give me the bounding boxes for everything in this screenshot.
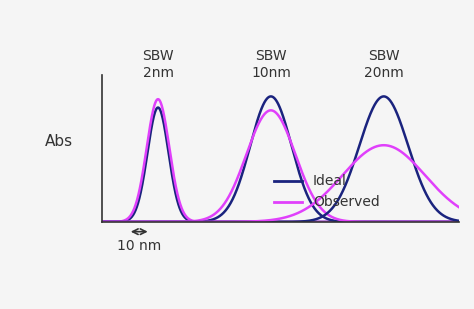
Text: 10 nm: 10 nm	[117, 239, 161, 253]
Text: SBW
20nm: SBW 20nm	[364, 49, 404, 80]
Text: SBW
2nm: SBW 2nm	[142, 49, 174, 80]
Text: SBW
10nm: SBW 10nm	[251, 49, 291, 80]
Text: Abs: Abs	[45, 134, 73, 149]
Legend: Ideal, Observed: Ideal, Observed	[268, 169, 385, 215]
